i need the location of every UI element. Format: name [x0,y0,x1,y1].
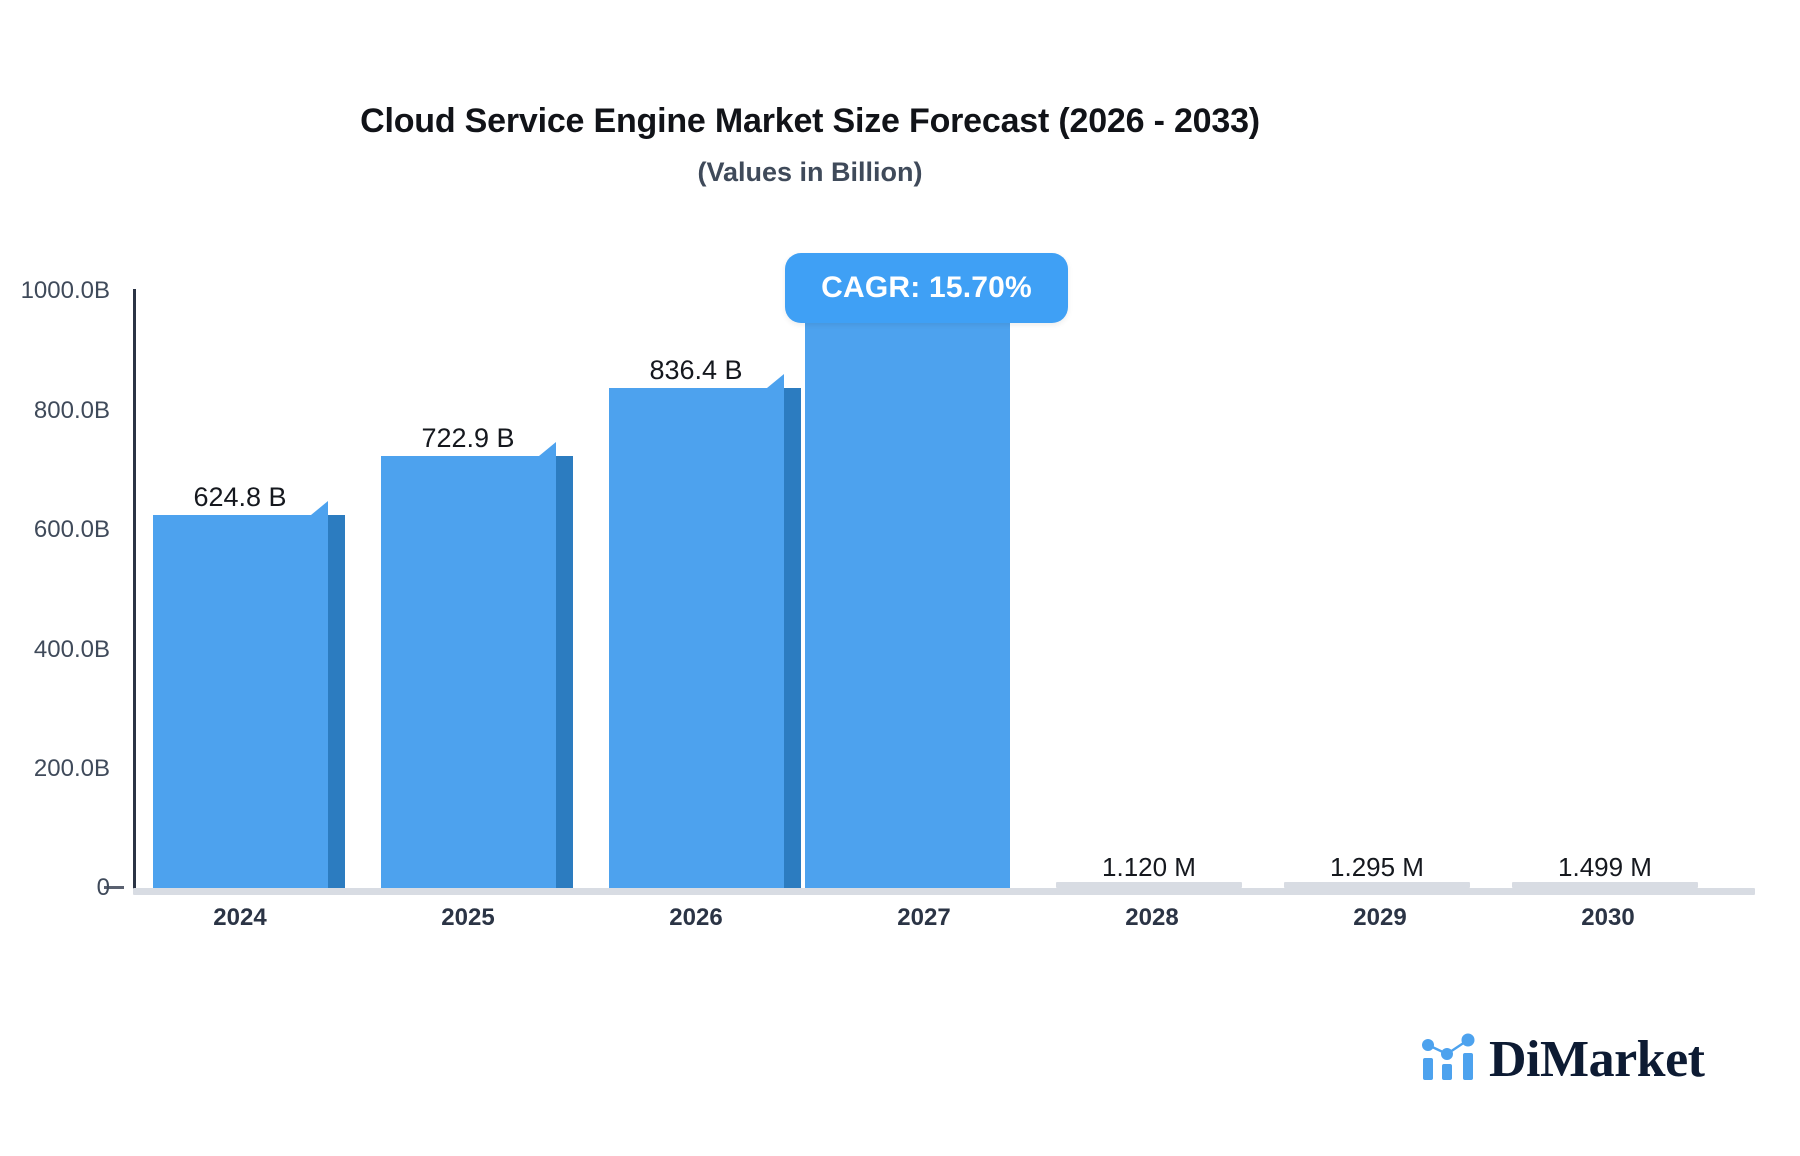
bar-value-2030: 1.499 M [1558,852,1652,882]
bar-side [328,515,345,888]
bar-side [784,388,801,888]
bar-side-cap [328,515,345,529]
bar-2026[interactable] [609,374,801,888]
x-tick-label-2024: 2024 [213,904,267,931]
x-tick-label-2027: 2027 [897,904,951,931]
y-tick-label-600: 600.0B [33,516,110,543]
bar-value-2025: 722.9 B [421,423,515,453]
x-axis-baseline [133,888,1755,895]
y-axis-line [133,289,136,889]
y-tick-label-0: 0 [96,874,110,901]
bar-2029[interactable] [1284,882,1470,888]
bar-side-cap [784,388,801,402]
bar-chart-dots-icon [1421,1032,1475,1087]
cagr-badge[interactable]: CAGR: 15.70% [785,253,1068,323]
cagr-badge-label: CAGR: 15.70% [821,271,1032,304]
x-tick-label-2026: 2026 [669,904,723,931]
bar-2027[interactable] [805,310,1010,888]
y-tick-label-1000: 1000.0B [20,277,110,304]
bar-side [556,456,573,888]
bar-side-cap [556,456,573,470]
y-axis-zero-tick [104,886,124,889]
x-tick-label-2028: 2028 [1125,904,1179,931]
x-tick-label-2025: 2025 [441,904,495,931]
bar-value-2024: 624.8 B [193,482,287,512]
bar-2024[interactable] [153,501,345,888]
title-block: Cloud Service Engine Market Size Forecas… [0,102,1620,188]
bar-2025[interactable] [381,442,573,888]
x-tick-label-2029: 2029 [1353,904,1407,931]
bar-value-2028: 1.120 M [1102,852,1196,882]
y-tick-label-400: 400.0B [33,636,110,663]
bar-face [805,310,1010,888]
bar-value-2029: 1.295 M [1330,852,1424,882]
bar-face [153,515,328,888]
y-tick-label-800: 800.0B [33,397,110,424]
bar-2030[interactable] [1512,882,1698,888]
y-tick-label-200: 200.0B [33,755,110,782]
bar-2028[interactable] [1056,882,1242,888]
dimarket-logo: DiMarket [1421,1030,1705,1088]
chart-subtitle: (Values in Billion) [697,157,923,188]
x-tick-label-2030: 2030 [1581,904,1635,931]
bar-face [609,388,784,888]
bar-face [381,456,556,888]
bar-value-2026: 836.4 B [649,355,743,385]
chart-title: Cloud Service Engine Market Size Forecas… [360,102,1260,140]
logo-wordmark: DiMarket [1489,1030,1705,1088]
